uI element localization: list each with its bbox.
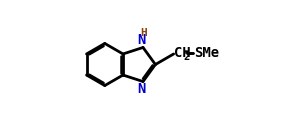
Text: 2: 2 bbox=[183, 51, 190, 62]
Text: H: H bbox=[140, 28, 147, 38]
Text: N: N bbox=[137, 33, 145, 47]
Text: CH: CH bbox=[174, 46, 191, 60]
Text: SMe: SMe bbox=[194, 46, 219, 60]
Text: N: N bbox=[138, 82, 146, 96]
